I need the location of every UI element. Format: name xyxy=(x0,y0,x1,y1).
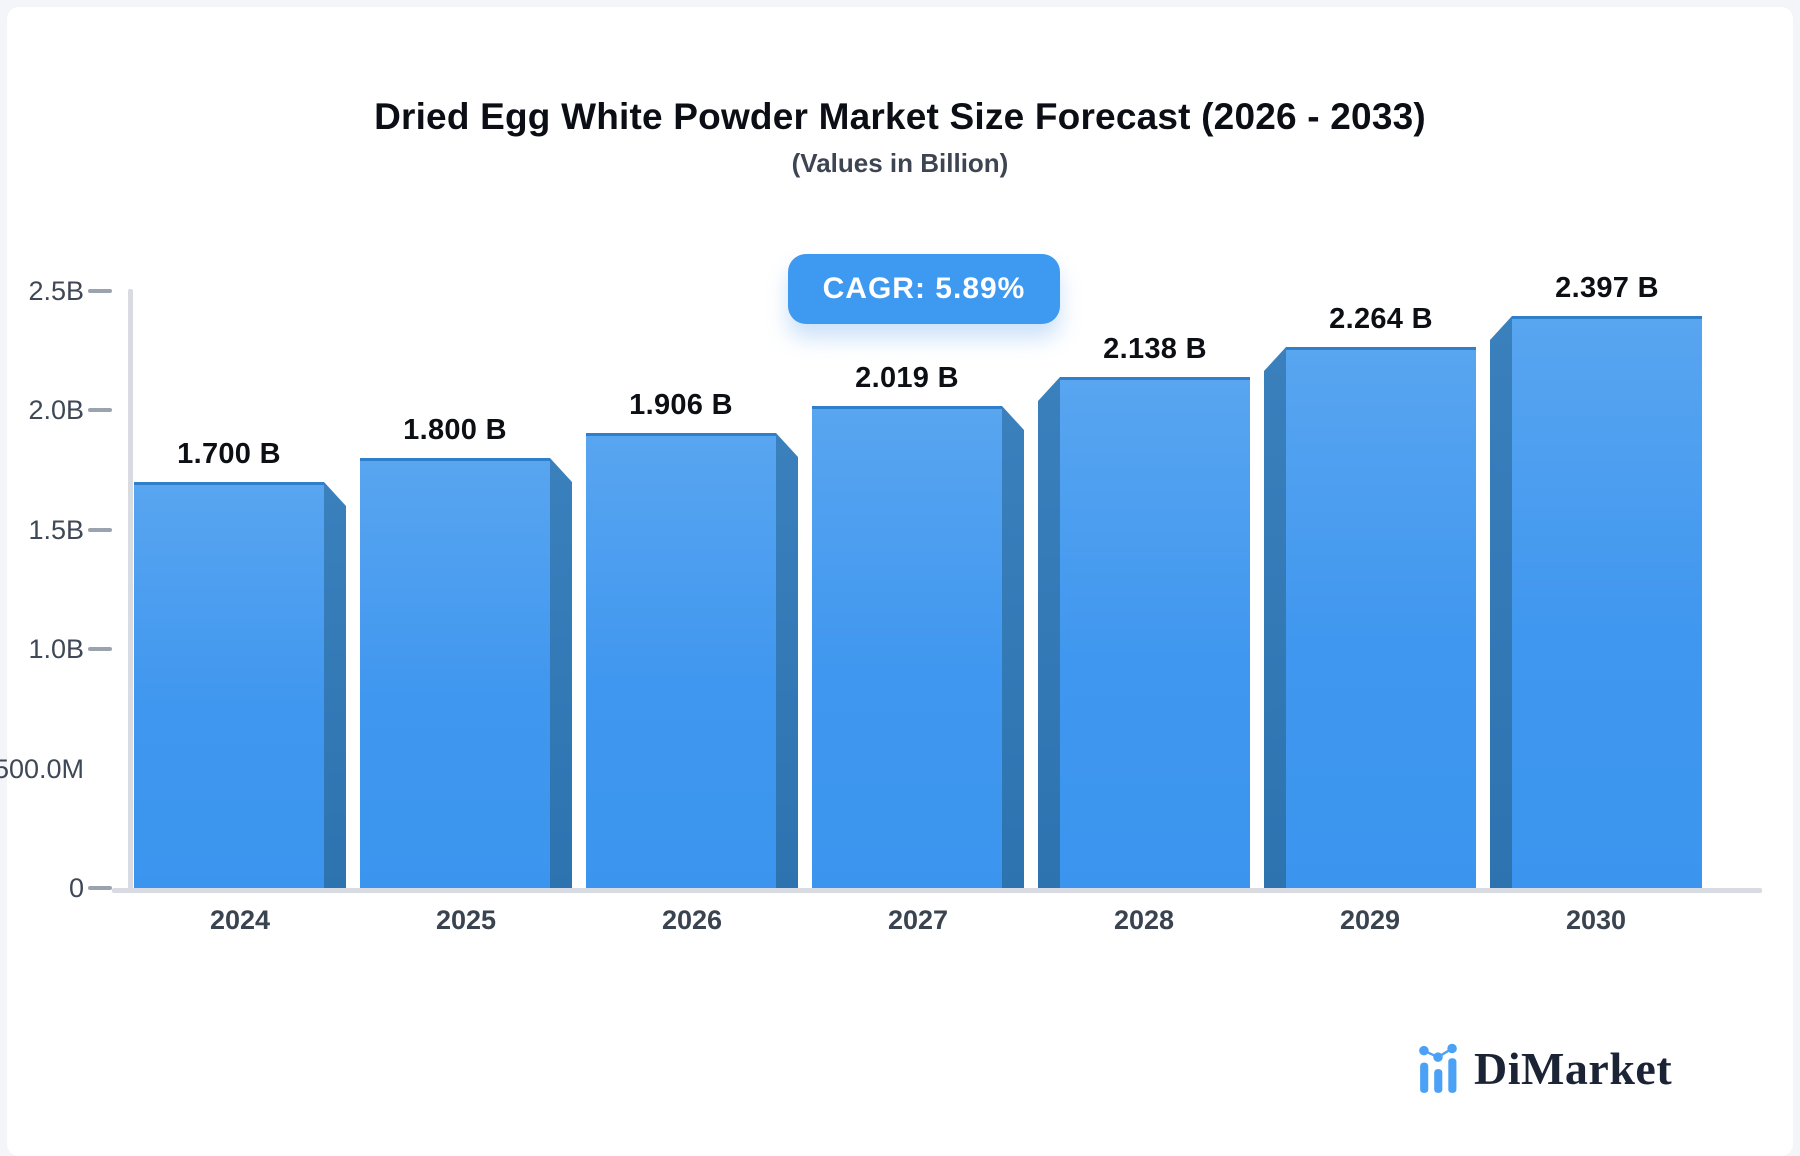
bar-2025 xyxy=(360,458,572,888)
y-axis-tick-mark xyxy=(88,408,112,413)
dimarket-logo-icon xyxy=(1419,1043,1457,1093)
bar-side-shade xyxy=(550,458,572,888)
y-axis-line xyxy=(128,289,133,893)
bar-face xyxy=(1512,316,1702,888)
y-axis-tick-label: 1.0B xyxy=(28,634,84,665)
x-axis-label-2026: 2026 xyxy=(661,905,723,935)
bar-side-shade xyxy=(1038,377,1060,888)
bar-2030 xyxy=(1490,316,1702,888)
bar-side-shade xyxy=(1002,406,1024,888)
bar-value-label: 1.700 B xyxy=(177,438,281,470)
bar-value-label: 1.800 B xyxy=(403,414,507,446)
bar-side-shade xyxy=(324,482,346,888)
bar-2026 xyxy=(586,433,798,888)
x-axis-label-2027: 2027 xyxy=(887,905,949,935)
bar-value-label: 2.019 B xyxy=(855,362,959,394)
x-axis-line xyxy=(112,888,1762,893)
y-axis-tick-mark xyxy=(88,289,112,293)
y-axis-tick-label: 2.5B xyxy=(28,276,84,306)
y-axis-tick-label: 0 xyxy=(68,873,84,903)
bar-value-label: 1.906 B xyxy=(629,389,733,421)
bar-2028 xyxy=(1038,377,1250,888)
y-axis-tick-label: 1.5B xyxy=(28,514,84,545)
bar-face xyxy=(1286,347,1476,888)
bar-face xyxy=(812,406,1002,888)
bar-face xyxy=(134,482,324,888)
chart-title: Dried Egg White Powder Market Size Forec… xyxy=(374,96,1426,137)
y-axis-tick-mark xyxy=(88,647,112,652)
cagr-badge-label: CAGR: 5.89% xyxy=(822,272,1026,305)
bar-side-shade xyxy=(1490,316,1512,888)
x-axis-label-2028: 2028 xyxy=(1113,905,1175,935)
cagr-badge: CAGR: 5.89% xyxy=(788,254,1060,324)
y-axis-tick-label: 500.0M xyxy=(0,753,84,784)
dimarket-logo[interactable]: DiMarket xyxy=(1416,1040,1672,1096)
x-axis-label-2024: 2024 xyxy=(209,905,271,935)
bar-2027 xyxy=(812,406,1024,888)
y-axis-tick-mark xyxy=(88,527,112,532)
bar-2029 xyxy=(1264,347,1476,888)
dimarket-logo-text: DiMarket xyxy=(1474,1042,1673,1094)
x-axis-label-2025: 2025 xyxy=(435,905,497,935)
y-axis-tick-label: 2.0B xyxy=(28,395,84,426)
bar-value-label: 2.264 B xyxy=(1329,303,1433,335)
x-axis-label-2030: 2030 xyxy=(1565,905,1627,935)
bar-face xyxy=(1060,377,1250,888)
y-axis-tick-mark xyxy=(88,886,112,890)
bar-face xyxy=(586,433,776,888)
bar-side-shade xyxy=(776,433,798,888)
bar-face xyxy=(360,458,550,888)
bar-value-label: 2.138 B xyxy=(1103,333,1207,365)
bar-value-label: 2.397 B xyxy=(1555,272,1659,304)
x-axis-label-2029: 2029 xyxy=(1339,905,1401,935)
bar-2024 xyxy=(134,482,346,888)
chart-subtitle: (Values in Billion) xyxy=(791,148,1009,178)
bar-side-shade xyxy=(1264,347,1286,888)
